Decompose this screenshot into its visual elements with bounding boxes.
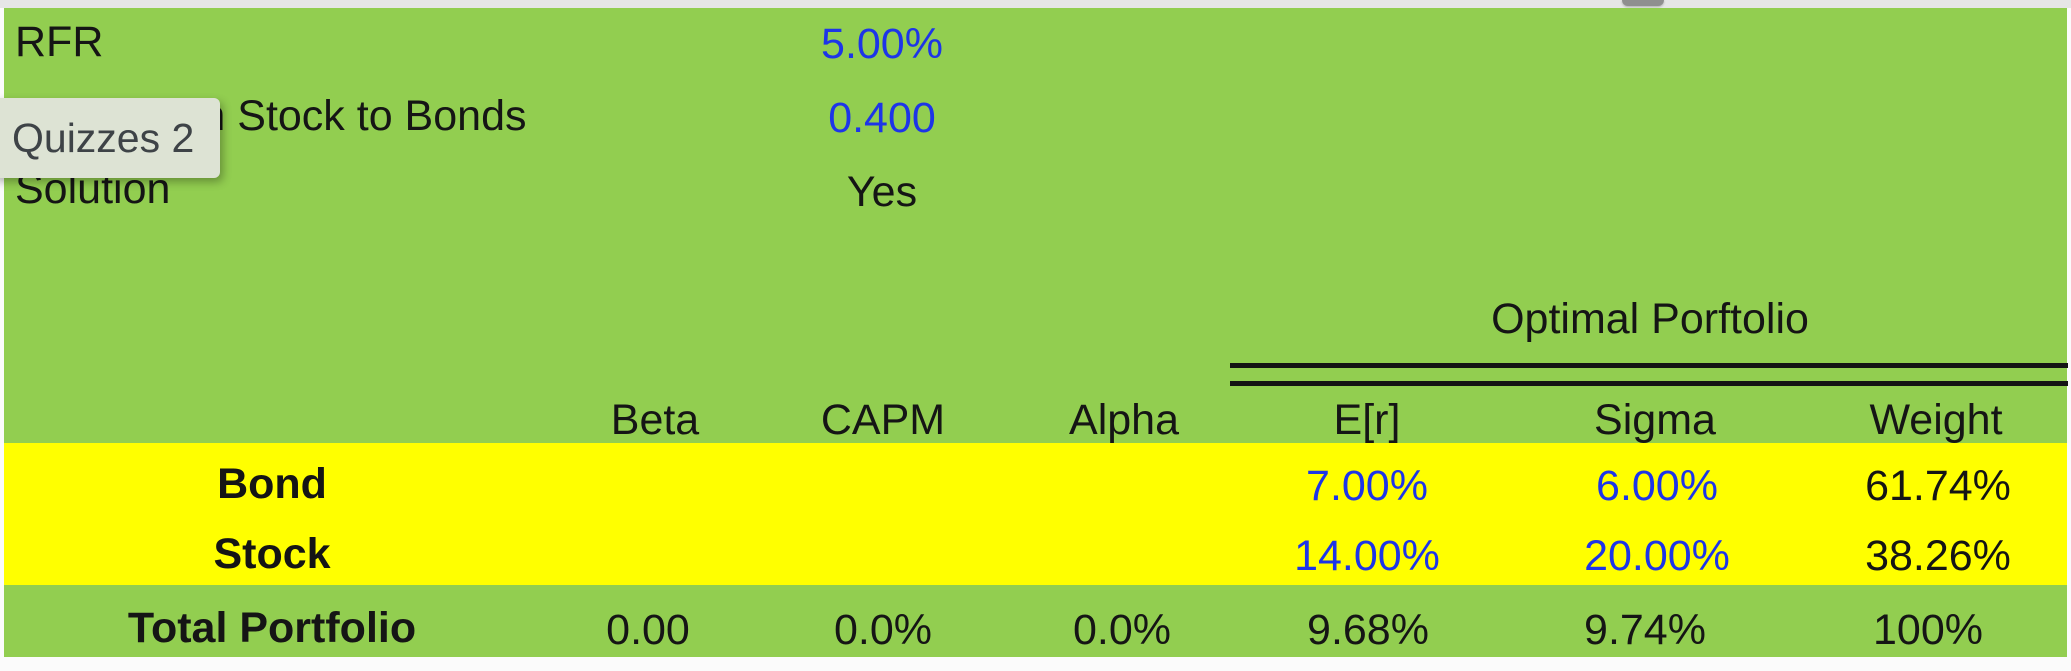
browser-tab-tooltip: Quizzes 2 — [0, 98, 221, 178]
row-label-stock[interactable]: Stock — [213, 530, 331, 578]
stock-sigma-cell[interactable]: 20.00% — [1584, 532, 1730, 580]
total-capm-cell[interactable]: 0.0% — [833, 606, 933, 654]
window-control-remnant — [1622, 0, 1664, 6]
bond-er-cell[interactable]: 7.00% — [1306, 462, 1428, 510]
col-header-er[interactable]: E[r] — [1333, 396, 1401, 444]
total-sigma-cell[interactable]: 9.74% — [1584, 606, 1706, 654]
row-label-bond[interactable]: Bond — [217, 460, 327, 508]
param-label-rfr[interactable]: RFR — [15, 18, 104, 66]
row-label-total-portfolio[interactable]: Total Portfolio — [127, 604, 417, 652]
total-er-cell[interactable]: 9.68% — [1307, 606, 1429, 654]
top-edge-strip — [0, 0, 2071, 8]
col-header-beta[interactable]: Beta — [610, 396, 700, 444]
col-header-alpha[interactable]: Alpha — [1069, 396, 1179, 444]
total-alpha-cell[interactable]: 0.0% — [1072, 606, 1172, 654]
highlighted-rows-band — [4, 443, 2067, 585]
double-underline-rule — [1230, 363, 2068, 386]
param-value-correlation[interactable]: 0.400 — [828, 94, 936, 142]
total-row-band — [4, 585, 2067, 657]
tooltip-label: Quizzes 2 — [12, 114, 195, 161]
stock-weight-cell[interactable]: 38.26% — [1865, 532, 2011, 580]
col-header-capm[interactable]: CAPM — [820, 396, 946, 444]
sheet-green-background — [4, 8, 2067, 443]
col-header-weight[interactable]: Weight — [1869, 396, 2003, 444]
table-group-header[interactable]: Optimal Porftolio — [1491, 295, 1809, 343]
bond-weight-cell[interactable]: 61.74% — [1865, 462, 2011, 510]
total-beta-cell[interactable]: 0.00 — [606, 606, 690, 654]
stock-er-cell[interactable]: 14.00% — [1294, 532, 1440, 580]
col-header-sigma[interactable]: Sigma — [1594, 396, 1716, 444]
total-weight-cell[interactable]: 100% — [1873, 606, 1983, 654]
param-value-rfr[interactable]: 5.00% — [821, 20, 943, 68]
bond-sigma-cell[interactable]: 6.00% — [1596, 462, 1718, 510]
param-value-solution[interactable]: Yes — [846, 168, 918, 216]
